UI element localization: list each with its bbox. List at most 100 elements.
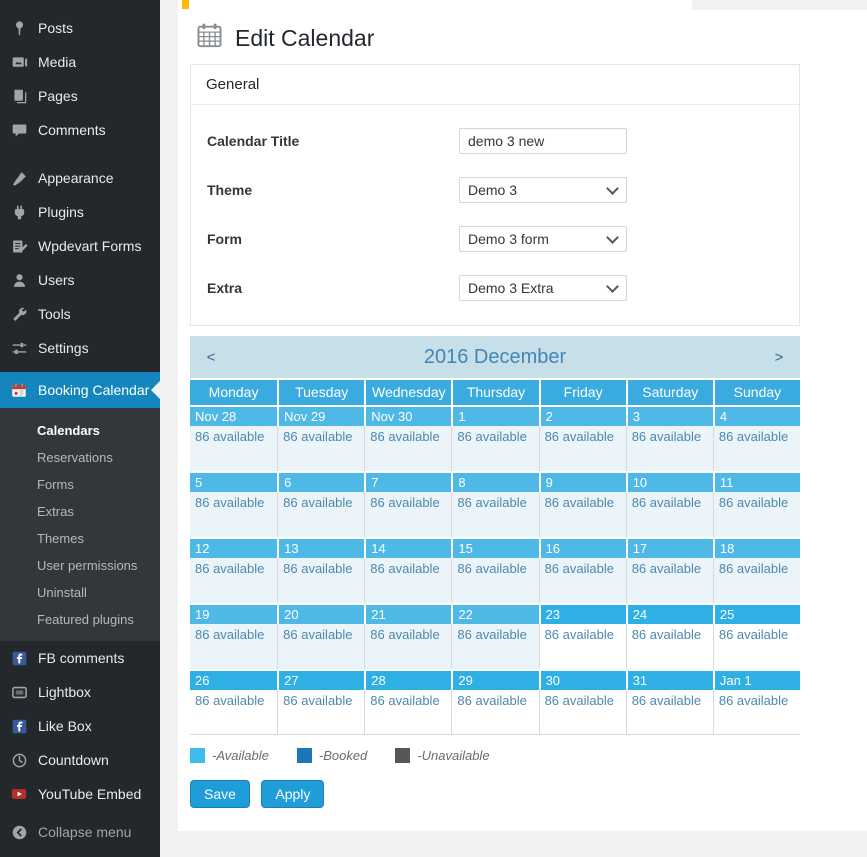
day-availability-cell[interactable]: 86 available <box>625 426 713 471</box>
day-date-cell[interactable]: 16 <box>538 539 626 558</box>
sidebar-item-collapse-menu[interactable]: Collapse menu <box>0 815 160 849</box>
day-availability-cell[interactable]: 86 available <box>451 624 539 669</box>
day-date-cell[interactable]: 11 <box>712 473 800 492</box>
theme-select[interactable]: Demo 3 <box>459 177 627 203</box>
day-availability-cell[interactable]: 86 available <box>538 426 626 471</box>
day-date-cell[interactable]: Jan 1 <box>712 671 800 690</box>
day-date-cell[interactable]: 6 <box>277 473 365 492</box>
day-date-cell[interactable]: 13 <box>277 539 365 558</box>
submenu-item-featured-plugins[interactable]: Featured plugins <box>37 612 134 627</box>
next-month-button[interactable]: > <box>774 348 784 366</box>
day-date-cell[interactable]: 30 <box>538 671 626 690</box>
day-date-cell[interactable]: 3 <box>625 407 713 426</box>
sidebar-item-countdown[interactable]: Countdown <box>0 743 160 777</box>
sidebar-item-appearance[interactable]: Appearance <box>0 161 160 195</box>
day-availability-cell[interactable]: 86 available <box>712 624 800 669</box>
form-select[interactable]: Demo 3 form <box>459 226 627 252</box>
submenu-item-forms[interactable]: Forms <box>37 477 74 492</box>
sidebar-item-plugins[interactable]: Plugins <box>0 195 160 229</box>
day-availability-cell[interactable]: 86 available <box>712 492 800 537</box>
day-date-cell[interactable]: 31 <box>625 671 713 690</box>
save-button[interactable]: Save <box>190 780 250 808</box>
day-date-cell[interactable]: Nov 28 <box>190 407 278 426</box>
day-date-cell[interactable]: 9 <box>538 473 626 492</box>
apply-button[interactable]: Apply <box>261 780 325 808</box>
day-availability-cell[interactable]: 86 available <box>277 690 365 735</box>
day-availability-cell[interactable]: 86 available <box>451 690 539 735</box>
sidebar-item-youtube-embed[interactable]: YouTube Embed <box>0 777 160 811</box>
day-date-cell[interactable]: 14 <box>364 539 452 558</box>
day-availability-cell[interactable]: 86 available <box>277 426 365 471</box>
sidebar-item-tools[interactable]: Tools <box>0 297 160 331</box>
day-availability-cell[interactable]: 86 available <box>625 558 713 603</box>
day-date-cell[interactable]: 23 <box>538 605 626 624</box>
day-date-cell[interactable]: 25 <box>712 605 800 624</box>
day-date-cell[interactable]: 27 <box>277 671 365 690</box>
day-date-cell[interactable]: Nov 29 <box>277 407 365 426</box>
sidebar-item-wpdevart-forms[interactable]: Wpdevart Forms <box>0 229 160 263</box>
day-availability-cell[interactable]: 86 available <box>538 492 626 537</box>
day-availability-cell[interactable]: 86 available <box>364 690 452 735</box>
sidebar-item-lightbox[interactable]: Lightbox <box>0 675 160 709</box>
day-availability-cell[interactable]: 86 available <box>190 558 278 603</box>
day-date-cell[interactable]: 24 <box>625 605 713 624</box>
day-date-cell[interactable]: 17 <box>625 539 713 558</box>
sidebar-item-comments[interactable]: Comments <box>0 113 160 147</box>
day-date-cell[interactable]: 4 <box>712 407 800 426</box>
day-date-cell[interactable]: 20 <box>277 605 365 624</box>
day-availability-cell[interactable]: 86 available <box>538 558 626 603</box>
day-availability-cell[interactable]: 86 available <box>712 558 800 603</box>
sidebar-item-users[interactable]: Users <box>0 263 160 297</box>
day-date-cell[interactable]: 18 <box>712 539 800 558</box>
day-availability-cell[interactable]: 86 available <box>712 426 800 471</box>
day-availability-cell[interactable]: 86 available <box>277 624 365 669</box>
submenu-item-calendars[interactable]: Calendars <box>37 423 100 438</box>
day-availability-cell[interactable]: 86 available <box>625 690 713 735</box>
sidebar-item-pages[interactable]: Pages <box>0 79 160 113</box>
submenu-item-extras[interactable]: Extras <box>37 504 74 519</box>
sidebar-item-booking-calendar[interactable]: Booking Calendar <box>0 372 160 408</box>
day-date-cell[interactable]: 21 <box>364 605 452 624</box>
day-availability-cell[interactable]: 86 available <box>190 690 278 735</box>
day-date-cell[interactable]: 1 <box>451 407 539 426</box>
day-availability-cell[interactable]: 86 available <box>538 624 626 669</box>
day-availability-cell[interactable]: 86 available <box>538 690 626 735</box>
day-date-cell[interactable]: 5 <box>190 473 278 492</box>
sidebar-item-fb-comments[interactable]: FB comments <box>0 641 160 675</box>
day-availability-cell[interactable]: 86 available <box>451 558 539 603</box>
sidebar-item-settings[interactable]: Settings <box>0 331 160 365</box>
day-availability-cell[interactable]: 86 available <box>712 690 800 735</box>
day-date-cell[interactable]: 10 <box>625 473 713 492</box>
day-availability-cell[interactable]: 86 available <box>625 492 713 537</box>
day-date-cell[interactable]: 29 <box>451 671 539 690</box>
day-date-cell[interactable]: 12 <box>190 539 278 558</box>
day-date-cell[interactable]: Nov 30 <box>364 407 452 426</box>
day-availability-cell[interactable]: 86 available <box>364 624 452 669</box>
day-availability-cell[interactable]: 86 available <box>625 624 713 669</box>
day-availability-cell[interactable]: 86 available <box>190 492 278 537</box>
day-availability-cell[interactable]: 86 available <box>364 426 452 471</box>
day-availability-cell[interactable]: 86 available <box>364 492 452 537</box>
sidebar-item-posts[interactable]: Posts <box>0 11 160 45</box>
extra-select[interactable]: Demo 3 Extra <box>459 275 627 301</box>
submenu-item-user-permissions[interactable]: User permissions <box>37 558 138 573</box>
day-availability-cell[interactable]: 86 available <box>190 426 278 471</box>
day-availability-cell[interactable]: 86 available <box>364 558 452 603</box>
day-availability-cell[interactable]: 86 available <box>277 558 365 603</box>
submenu-item-themes[interactable]: Themes <box>37 531 84 546</box>
day-availability-cell[interactable]: 86 available <box>451 426 539 471</box>
submenu-item-uninstall[interactable]: Uninstall <box>37 585 87 600</box>
day-availability-cell[interactable]: 86 available <box>451 492 539 537</box>
sidebar-item-media[interactable]: Media <box>0 45 160 79</box>
day-date-cell[interactable]: 2 <box>538 407 626 426</box>
calendar-title-input[interactable] <box>459 128 627 154</box>
day-date-cell[interactable]: 26 <box>190 671 278 690</box>
day-date-cell[interactable]: 8 <box>451 473 539 492</box>
day-date-cell[interactable]: 15 <box>451 539 539 558</box>
day-availability-cell[interactable]: 86 available <box>277 492 365 537</box>
day-date-cell[interactable]: 19 <box>190 605 278 624</box>
day-availability-cell[interactable]: 86 available <box>190 624 278 669</box>
day-date-cell[interactable]: 22 <box>451 605 539 624</box>
day-date-cell[interactable]: 7 <box>364 473 452 492</box>
prev-month-button[interactable]: < <box>206 348 216 366</box>
